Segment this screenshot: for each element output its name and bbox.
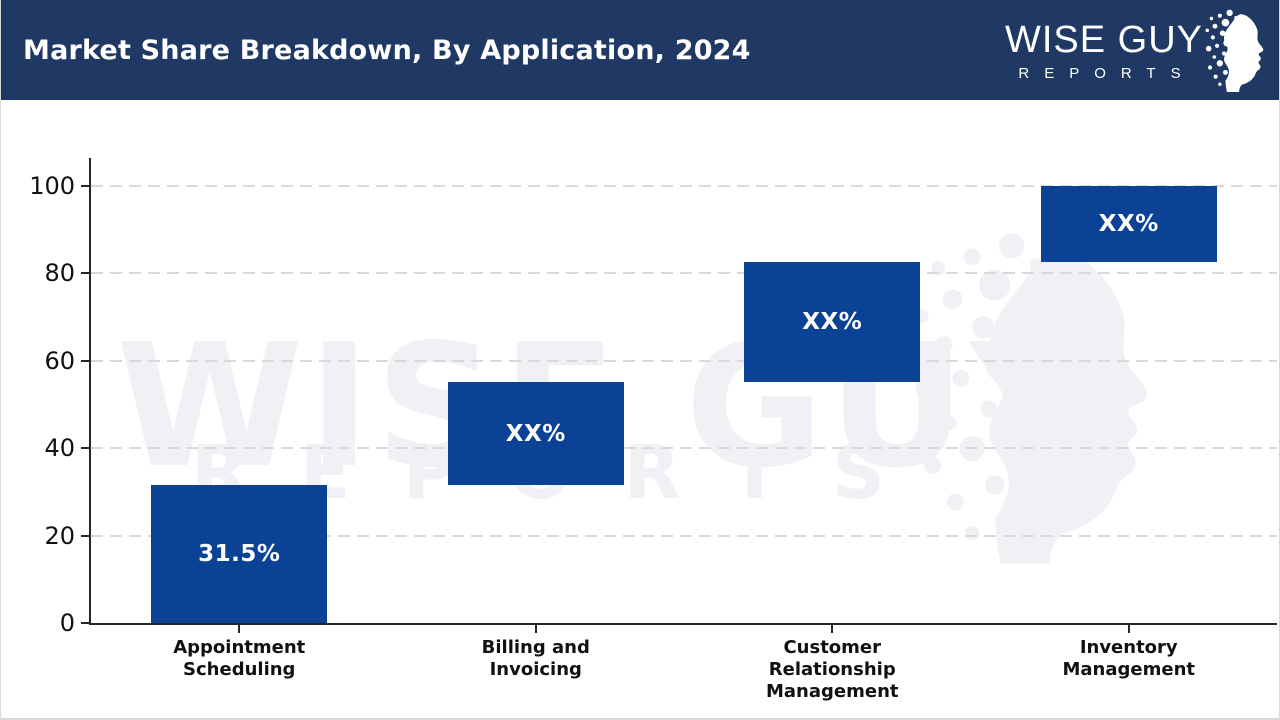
gridline [91,534,1277,537]
gridline [91,272,1277,275]
x-tick-label: Inventory Management [1062,637,1196,680]
x-axis-tick [534,625,537,633]
y-tick-label: 60 [44,346,75,375]
y-axis-tick [81,447,91,450]
plot-area: 0 20 40 60 80 100 31.5% Appointment Scheduling X… [29,158,1277,702]
bar-segment: XX% [447,382,624,486]
x-tick-label: Appointment Scheduling [173,637,306,680]
y-axis-tick [81,622,91,624]
bar-value-label: 31.5% [198,541,281,568]
bar-segment: XX% [744,262,921,383]
y-axis-tick [81,359,91,362]
logo-wordmark: WISE GUY [1004,18,1203,61]
logo-subtitle: REPORTS [1018,64,1196,82]
y-axis-tick [81,534,91,537]
header: Market Share Breakdown, By Application, … [1,0,1280,100]
y-tick-label: 40 [44,434,75,463]
chart-area: WISE GUY REPORTS 02040608010031.5%Appoin… [1,100,1279,718]
x-axis-tick [238,625,241,633]
x-tick-label: Billing and Invoicing [481,637,590,680]
y-axis-tick [81,272,91,275]
wise-guy-logo: WISE GUY REPORTS [1005,8,1280,92]
gridline [91,359,1277,362]
bar-value-label: XX% [802,309,863,336]
bar-segment: XX% [1040,185,1217,263]
x-axis-tick [831,625,834,633]
y-axis-tick [81,184,91,187]
logo-text: WISE GUY REPORTS [1005,19,1203,82]
bar-value-label: XX% [505,420,566,447]
bar-segment: 31.5% [151,485,328,623]
x-axis-tick [1127,625,1130,633]
y-tick-label: 0 [59,609,75,637]
bar-value-label: XX% [1098,210,1159,237]
gridline [91,184,1277,187]
gridline [91,447,1277,450]
page-title: Market Share Breakdown, By Application, … [23,34,751,66]
y-tick-label: 80 [44,259,75,288]
face-logo-icon [1193,8,1267,92]
y-tick-label: 100 [29,171,75,200]
x-tick-label: Customer Relationship Management [766,637,899,702]
y-tick-label: 20 [44,521,75,550]
